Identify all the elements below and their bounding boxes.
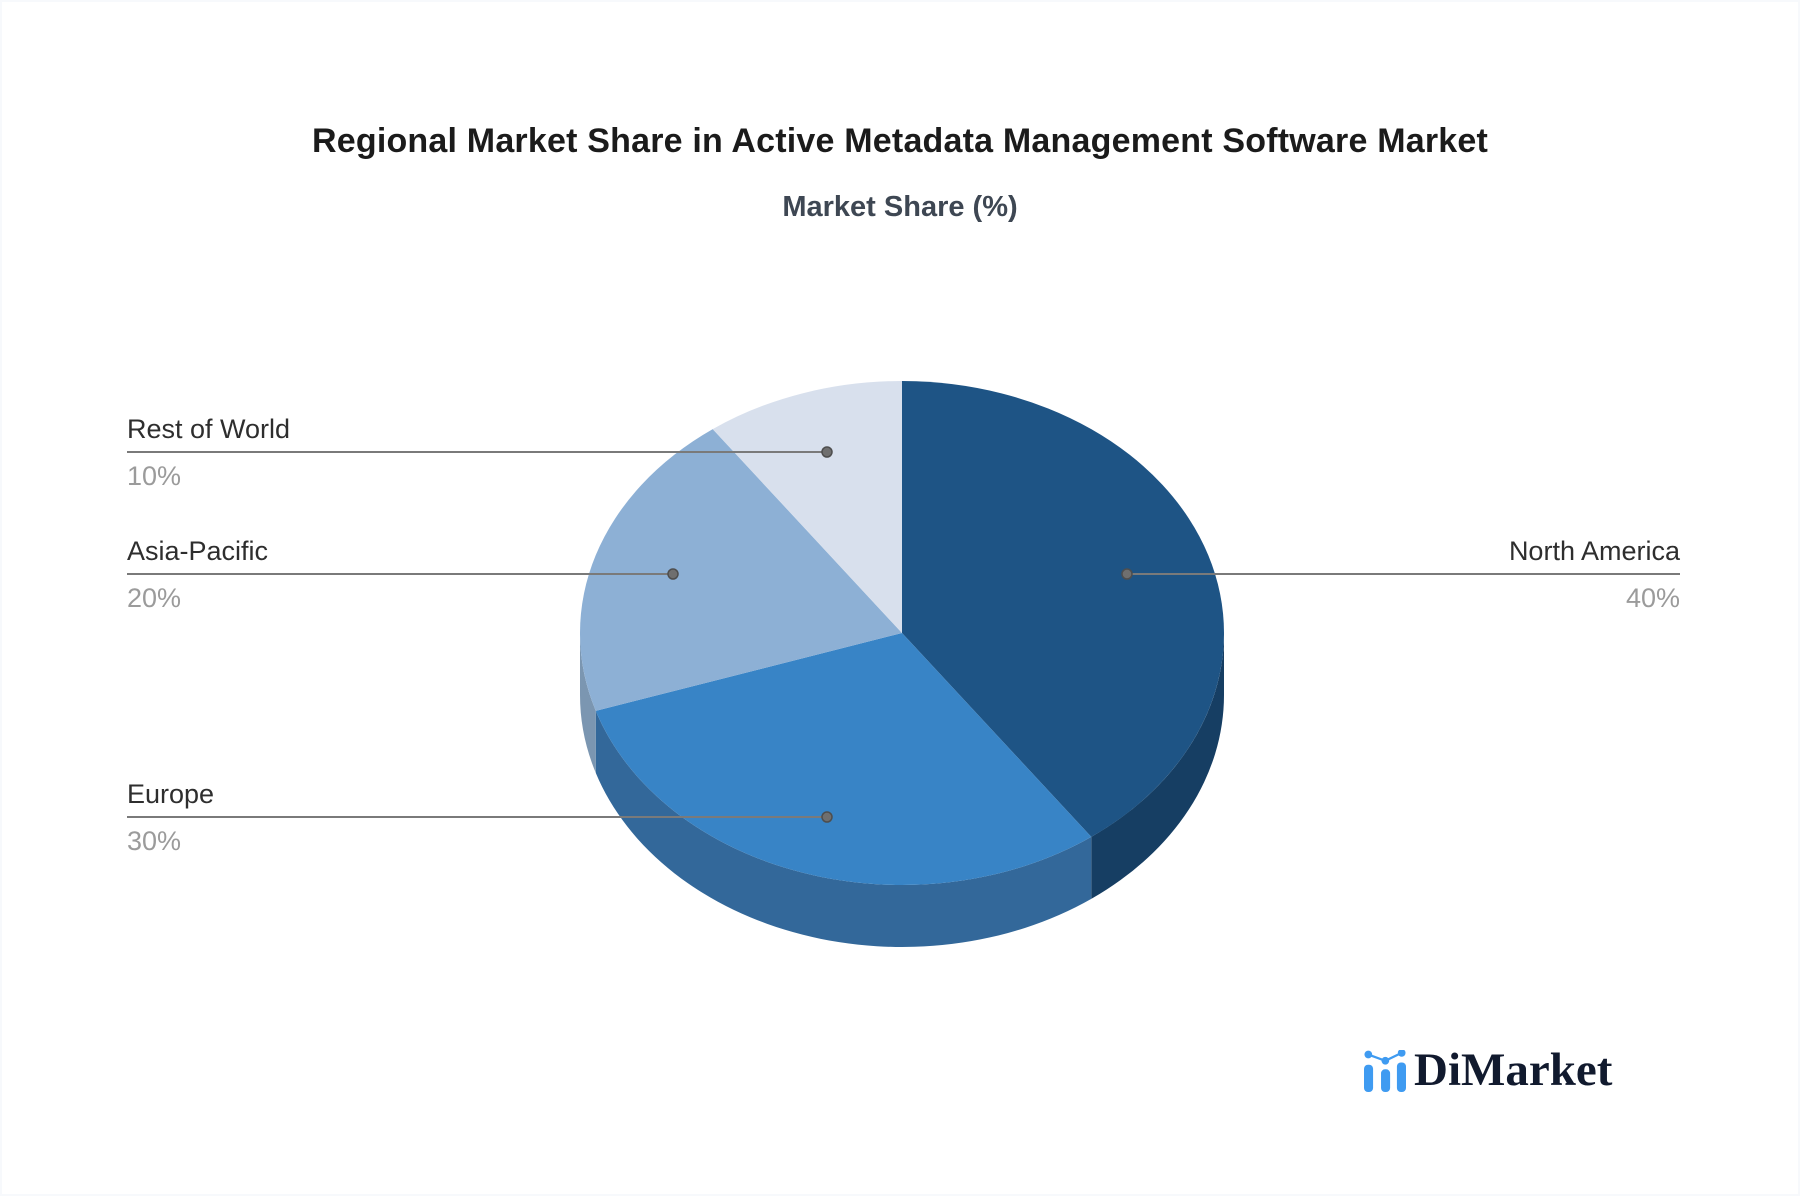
- pie-slice: [595, 633, 1092, 885]
- leader-dot: [667, 568, 679, 580]
- dimarket-logo: DiMarket: [1364, 1044, 1684, 1104]
- chart-subtitle: Market Share (%): [782, 191, 1018, 223]
- slice-label: North America: [1508, 536, 1680, 566]
- dimarket-logo-text: DiMarket: [1414, 1044, 1613, 1096]
- pie-slice: [580, 429, 902, 711]
- slice-label: Asia-Pacific: [127, 536, 269, 566]
- slice-label: Rest of World: [127, 414, 291, 444]
- pie-slice-side: [595, 710, 1092, 947]
- leader-dot: [821, 811, 833, 823]
- slice-value: 40%: [1625, 583, 1680, 613]
- leader-dot: [821, 446, 833, 458]
- chart-title: Regional Market Share in Active Metadata…: [311, 122, 1489, 160]
- pie-slice: [902, 381, 1224, 837]
- dimarket-logo-icon: [1364, 1050, 1406, 1092]
- slice-label: Europe: [127, 779, 215, 809]
- slice-value: 30%: [127, 826, 182, 856]
- pie-slice-side: [580, 633, 596, 773]
- slice-value: 20%: [127, 583, 182, 613]
- pie-slice: [712, 381, 902, 633]
- slice-value: 10%: [127, 461, 182, 491]
- leader-dot: [1121, 568, 1133, 580]
- pie-slice-side: [1091, 633, 1224, 899]
